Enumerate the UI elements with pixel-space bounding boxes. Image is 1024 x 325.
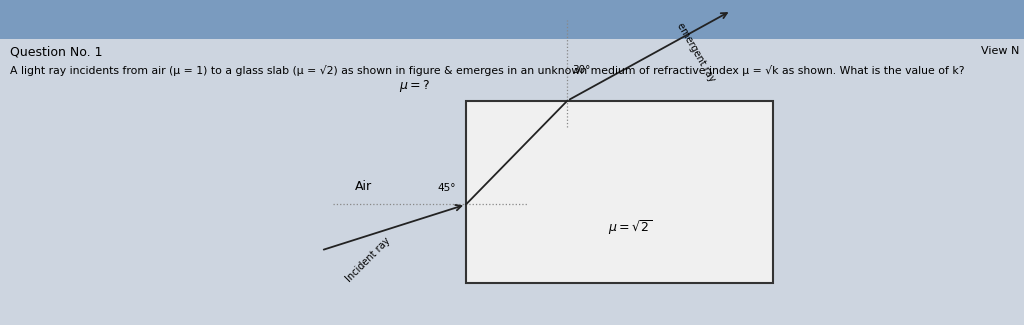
Text: 45°: 45° [437,183,456,193]
Text: $\mu=?$: $\mu=?$ [399,78,430,94]
Text: emergent ray: emergent ray [675,21,717,84]
Text: $\mu=\sqrt{2}$: $\mu=\sqrt{2}$ [607,218,652,237]
Text: A light ray incidents from air (μ = 1) to a glass slab (μ = √2) as shown in figu: A light ray incidents from air (μ = 1) t… [10,65,965,76]
Bar [466,101,773,283]
Text: View N: View N [981,46,1019,56]
Bar [0,0,1024,39]
Text: Air: Air [355,180,372,193]
Text: Question No. 1: Question No. 1 [10,46,102,58]
Text: Incident ray: Incident ray [344,236,392,284]
Text: 30°: 30° [572,65,591,75]
